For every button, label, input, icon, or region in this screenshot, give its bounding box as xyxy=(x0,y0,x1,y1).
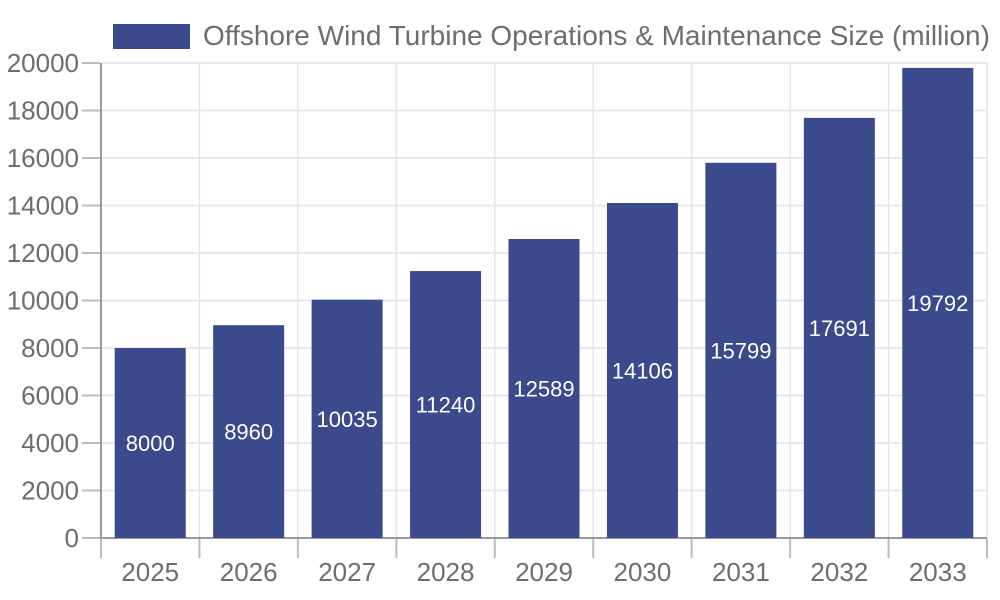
bar-value-label: 8960 xyxy=(224,420,273,445)
x-axis-tick-label: 2027 xyxy=(318,557,376,587)
y-axis-tick-label: 10000 xyxy=(7,286,79,316)
y-axis-tick-label: 4000 xyxy=(21,428,79,458)
bar[interactable] xyxy=(114,348,186,538)
bar-value-label: 10035 xyxy=(317,407,378,432)
bar-value-label: 15799 xyxy=(710,338,771,363)
bar-value-label: 8000 xyxy=(126,431,175,456)
x-axis-tick-label: 2031 xyxy=(712,557,770,587)
x-axis-tick-label: 2029 xyxy=(515,557,573,587)
bar[interactable] xyxy=(311,299,383,538)
y-axis-tick-label: 2000 xyxy=(21,476,79,506)
y-axis-tick-label: 20000 xyxy=(7,48,79,78)
x-axis-tick-label: 2032 xyxy=(810,557,868,587)
legend-swatch xyxy=(113,23,190,49)
legend-label: Offshore Wind Turbine Operations & Maint… xyxy=(203,20,990,51)
x-axis-tick-label: 2033 xyxy=(909,557,967,587)
bar-value-label: 12589 xyxy=(513,377,574,402)
x-axis-tick-label: 2028 xyxy=(417,557,475,587)
bar-value-label: 17691 xyxy=(809,316,870,341)
x-axis-tick-label: 2030 xyxy=(614,557,672,587)
x-axis-tick-label: 2026 xyxy=(220,557,278,587)
y-axis-tick-label: 8000 xyxy=(21,333,79,363)
bar[interactable] xyxy=(803,117,875,539)
bar[interactable] xyxy=(705,162,777,538)
y-axis-tick-label: 16000 xyxy=(7,143,79,173)
x-axis-tick-label: 2025 xyxy=(121,557,179,587)
y-axis-tick-label: 18000 xyxy=(7,96,79,126)
bar[interactable] xyxy=(606,202,678,539)
bar-value-label: 14106 xyxy=(612,358,673,383)
bar[interactable] xyxy=(213,325,285,538)
y-axis-tick-label: 14000 xyxy=(7,191,79,221)
bar[interactable] xyxy=(410,271,482,538)
bar[interactable] xyxy=(508,239,580,539)
legend-item[interactable]: Offshore Wind Turbine Operations & Maint… xyxy=(113,22,990,50)
bar-value-label: 19792 xyxy=(907,291,968,316)
y-axis-tick-label: 12000 xyxy=(7,238,79,268)
y-axis-tick-label: 0 xyxy=(65,523,79,553)
y-axis-tick-label: 6000 xyxy=(21,381,79,411)
bar-value-label: 11240 xyxy=(416,393,476,418)
bar[interactable] xyxy=(902,67,974,538)
